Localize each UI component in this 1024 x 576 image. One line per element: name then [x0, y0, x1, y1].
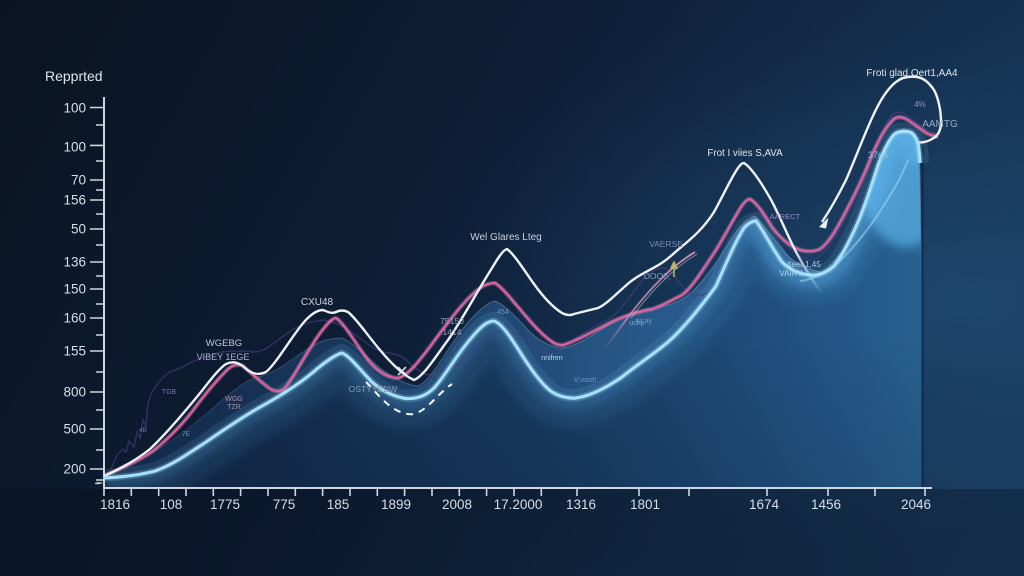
svg-text:454: 454 — [497, 309, 509, 316]
svg-text:OSTYYEDW: OSTYYEDW — [349, 384, 398, 394]
svg-text:AARECT: AARECT — [770, 212, 801, 221]
svg-text:2008: 2008 — [442, 497, 472, 512]
svg-text:DOO0,: DOO0, — [644, 271, 670, 281]
svg-text:108: 108 — [160, 497, 183, 512]
svg-text:17.2000: 17.2000 — [494, 497, 543, 512]
svg-text:VIBEY 1EGE: VIBEY 1EGE — [197, 352, 250, 362]
svg-text:4B: 4B — [139, 427, 147, 434]
svg-text:500: 500 — [63, 422, 86, 437]
svg-text:2046: 2046 — [901, 497, 931, 512]
svg-text:WGEBG: WGEBG — [206, 338, 242, 349]
svg-text:1456: 1456 — [811, 497, 841, 512]
svg-text:4%: 4% — [914, 100, 926, 109]
svg-text:TGB: TGB — [162, 389, 177, 396]
svg-text:70: 70 — [71, 173, 86, 188]
svg-text:185: 185 — [327, 497, 350, 512]
svg-text:Repprted: Repprted — [45, 68, 103, 84]
svg-text:7E: 7E — [182, 431, 191, 438]
svg-text:Wel Glares Lteg: Wel Glares Lteg — [470, 232, 542, 243]
svg-text:1316: 1316 — [566, 497, 596, 512]
svg-text:156: 156 — [63, 193, 86, 208]
svg-text:V;vost!: V;vost! — [574, 375, 597, 384]
svg-text:800: 800 — [63, 385, 86, 400]
svg-text:136: 136 — [63, 255, 86, 270]
svg-text:160: 160 — [63, 311, 86, 326]
svg-text:ss;ay: ss;ay — [636, 318, 653, 325]
svg-text:1414: 1414 — [443, 327, 462, 337]
svg-text:lteer 1,45: lteer 1,45 — [787, 260, 821, 269]
svg-text:CXU48: CXU48 — [301, 297, 334, 308]
svg-text:uchp: uchp — [629, 320, 644, 327]
svg-text:100: 100 — [63, 140, 86, 155]
svg-text:TZR: TZR — [227, 404, 241, 411]
svg-text:AAMTG: AAMTG — [922, 119, 958, 130]
svg-text:775: 775 — [273, 497, 296, 512]
svg-text:VAIRY: VAIRY — [779, 269, 803, 278]
svg-text:1775: 1775 — [210, 497, 240, 512]
svg-text:nnifren: nnifren — [541, 355, 563, 362]
svg-text:150: 150 — [63, 282, 86, 297]
svg-text:50: 50 — [71, 222, 86, 237]
svg-text:1816: 1816 — [100, 497, 130, 512]
svg-text:155: 155 — [63, 344, 86, 359]
svg-text:75150: 75150 — [440, 316, 464, 326]
svg-text:WGG: WGG — [225, 396, 243, 403]
svg-text:37g4: 37g4 — [868, 150, 888, 160]
svg-text:100: 100 — [63, 101, 86, 116]
svg-text:Froti glad Oert1,AA4: Froti glad Oert1,AA4 — [866, 68, 958, 79]
svg-text:Frot I viies S,AVA: Frot I viies S,AVA — [707, 148, 783, 159]
svg-text:200: 200 — [63, 462, 86, 477]
svg-text:1674: 1674 — [749, 497, 780, 512]
svg-text:1801: 1801 — [630, 497, 660, 512]
svg-text:VAERSE: VAERSE — [649, 239, 683, 249]
svg-text:1899: 1899 — [381, 497, 411, 512]
